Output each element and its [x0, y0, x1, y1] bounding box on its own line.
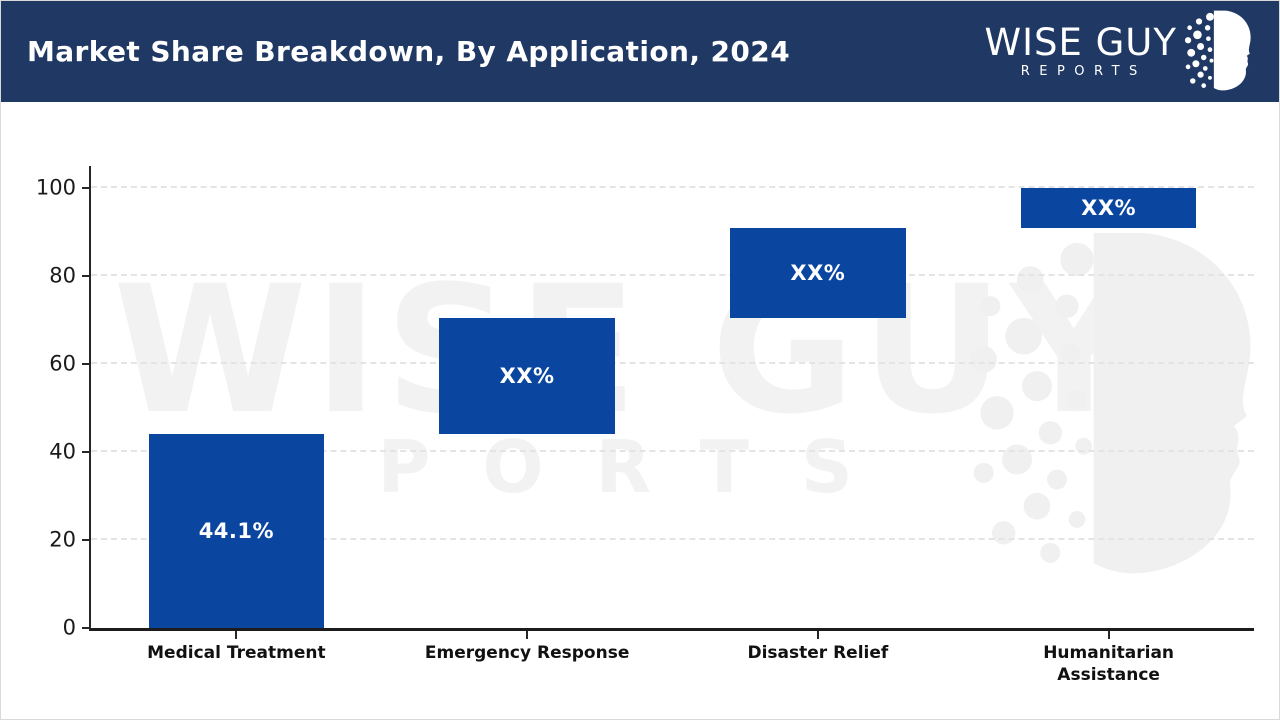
bar-value-label: XX%: [790, 260, 846, 285]
x-axis-tick: [526, 631, 529, 639]
bar-value-label: XX%: [499, 363, 555, 388]
gridline: [91, 362, 1254, 364]
bar-value-label: 44.1%: [198, 518, 275, 543]
x-category-label: Emergency Response: [424, 643, 630, 663]
brand-subname: REPORTS: [1020, 63, 1147, 79]
gridline: [91, 450, 1254, 452]
x-category-label: Medical Treatment: [147, 643, 326, 663]
y-axis-tick: [82, 363, 91, 365]
x-category-label: Disaster Relief: [747, 643, 889, 663]
y-tick-label: 100: [35, 175, 76, 200]
bar: XX%: [439, 317, 615, 434]
page-title: Market Share Breakdown, By Application, …: [27, 35, 791, 68]
bar-value-label: XX%: [1081, 195, 1137, 220]
x-axis-tick: [1107, 631, 1110, 639]
y-tick-label: 20: [49, 527, 76, 552]
y-axis-tick: [82, 187, 91, 189]
y-axis-tick: [82, 539, 91, 541]
watermark-text-line1: WISE GUY: [113, 248, 1144, 453]
plot-area: 0 20 40 60 80 100 44.1% Medical Treatment XX% Eme…: [36, 166, 1254, 685]
x-axis-tick: [235, 631, 238, 639]
y-tick-label: 0: [62, 615, 76, 640]
bar: XX%: [1020, 188, 1197, 228]
gridline: [91, 538, 1254, 540]
gridline: [91, 186, 1254, 188]
brand-text: WISE GUY REPORTS: [984, 21, 1177, 79]
y-tick-label: 40: [49, 439, 76, 464]
y-axis-tick: [82, 275, 91, 277]
face-logo-icon: [1181, 9, 1253, 95]
brand-name: WISE GUY: [984, 21, 1177, 65]
y-axis-tick: [82, 627, 91, 629]
gridline: [91, 274, 1254, 276]
y-tick-label: 80: [49, 263, 76, 288]
bar: 44.1%: [148, 433, 325, 628]
bar: XX%: [730, 227, 906, 318]
y-tick-label: 60: [49, 351, 76, 376]
x-axis-tick: [816, 631, 819, 639]
x-category-label: Humanitarian Assistance: [1043, 643, 1175, 686]
brand-logo: WISE GUY REPORTS: [985, 9, 1253, 95]
y-axis-tick: [82, 451, 91, 453]
header-bar: Market Share Breakdown, By Application, …: [1, 1, 1279, 102]
